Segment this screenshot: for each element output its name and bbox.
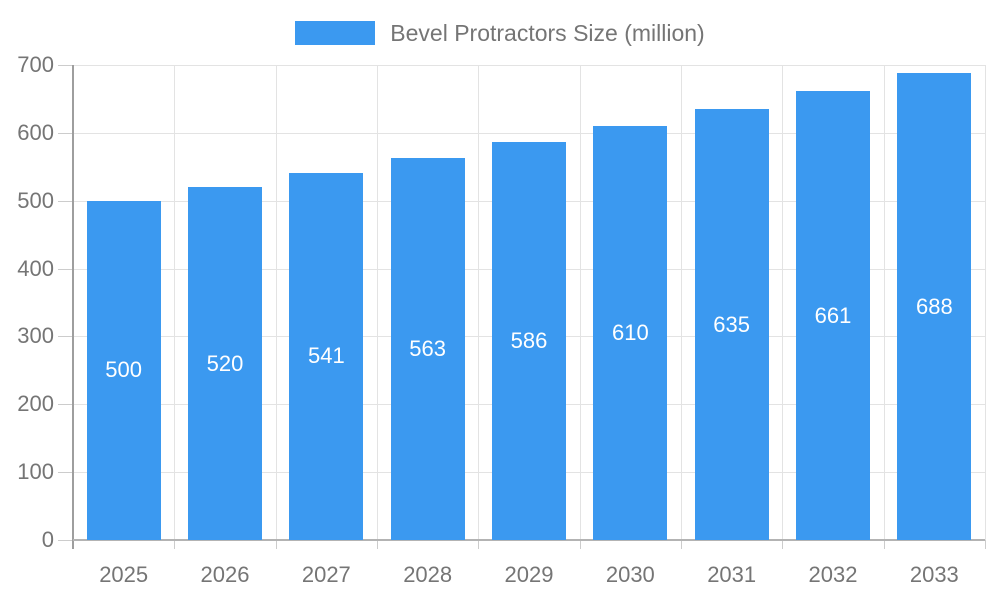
- x-gridline: [782, 65, 784, 540]
- y-axis-tick: [58, 540, 73, 541]
- bar[interactable]: 500: [86, 200, 161, 540]
- bar[interactable]: 635: [694, 109, 769, 540]
- y-axis-tick: [58, 200, 73, 202]
- bar[interactable]: 541: [289, 172, 364, 540]
- x-axis-tick: [883, 540, 885, 549]
- bar[interactable]: 688: [897, 73, 972, 540]
- x-axis-tick: [782, 540, 784, 549]
- bar-value-label: 563: [409, 335, 447, 361]
- bar-value-label: 500: [105, 357, 143, 383]
- x-gridline: [174, 65, 176, 540]
- x-axis-label: 2033: [909, 562, 959, 587]
- x-axis-tick: [275, 540, 277, 549]
- y-axis-tick: [58, 65, 73, 66]
- legend[interactable]: Bevel Protractors Size (million): [0, 16, 1000, 50]
- x-gridline: [478, 65, 480, 540]
- x-gridline: [883, 65, 885, 540]
- x-axis-tick: [985, 540, 986, 549]
- y-axis-label: 300: [17, 323, 54, 349]
- x-axis-label: 2027: [301, 562, 351, 587]
- bar[interactable]: 610: [593, 126, 668, 540]
- y-axis-tick: [58, 336, 73, 338]
- bar-value-label: 586: [510, 328, 548, 354]
- bar-value-label: 688: [915, 293, 953, 319]
- y-axis-label: 500: [17, 187, 54, 213]
- bar[interactable]: 661: [796, 91, 870, 540]
- y-axis-label: 700: [17, 52, 54, 77]
- y-axis-label: 600: [17, 119, 54, 145]
- x-gridline: [579, 65, 581, 540]
- y-axis-tick: [58, 132, 73, 134]
- bar-value-label: 661: [814, 302, 852, 328]
- x-axis-label: 2025: [99, 562, 149, 587]
- y-gridline: [73, 65, 985, 66]
- x-axis-tick: [681, 540, 682, 549]
- x-axis-label: 2028: [403, 562, 453, 587]
- bar-value-label: 610: [611, 320, 649, 346]
- y-axis-tick: [58, 268, 73, 270]
- y-axis-tick: [58, 472, 73, 474]
- x-gridline: [681, 65, 682, 540]
- y-gridline: [73, 132, 985, 134]
- x-axis-label: 2031: [707, 562, 757, 587]
- x-axis-line: [73, 539, 985, 541]
- x-axis-label: 2026: [200, 562, 250, 587]
- x-axis-tick: [174, 540, 176, 549]
- bar[interactable]: 563: [390, 157, 465, 540]
- bar[interactable]: 520: [188, 187, 262, 540]
- y-axis-label: 100: [17, 459, 54, 485]
- x-axis-tick: [478, 540, 480, 549]
- x-gridline: [377, 65, 378, 540]
- bar-value-label: 541: [307, 343, 345, 369]
- legend-label: Bevel Protractors Size (million): [390, 19, 705, 46]
- x-axis-tick: [579, 540, 581, 549]
- bar-value-label: 520: [206, 350, 244, 376]
- legend-swatch-icon: [295, 21, 376, 45]
- x-axis-label: 2029: [504, 562, 554, 587]
- x-gridline: [275, 65, 277, 540]
- x-axis-label: 2030: [605, 562, 655, 587]
- x-axis-tick: [377, 540, 378, 549]
- bar[interactable]: 586: [492, 142, 566, 540]
- bar-value-label: 635: [713, 311, 751, 337]
- x-gridline: [985, 65, 986, 540]
- y-axis-label: 0: [41, 527, 54, 552]
- y-axis-label: 400: [17, 255, 54, 281]
- x-axis-label: 2032: [808, 562, 858, 587]
- y-axis-line: [72, 65, 74, 549]
- y-axis-tick: [58, 404, 73, 406]
- y-axis-label: 200: [17, 391, 54, 417]
